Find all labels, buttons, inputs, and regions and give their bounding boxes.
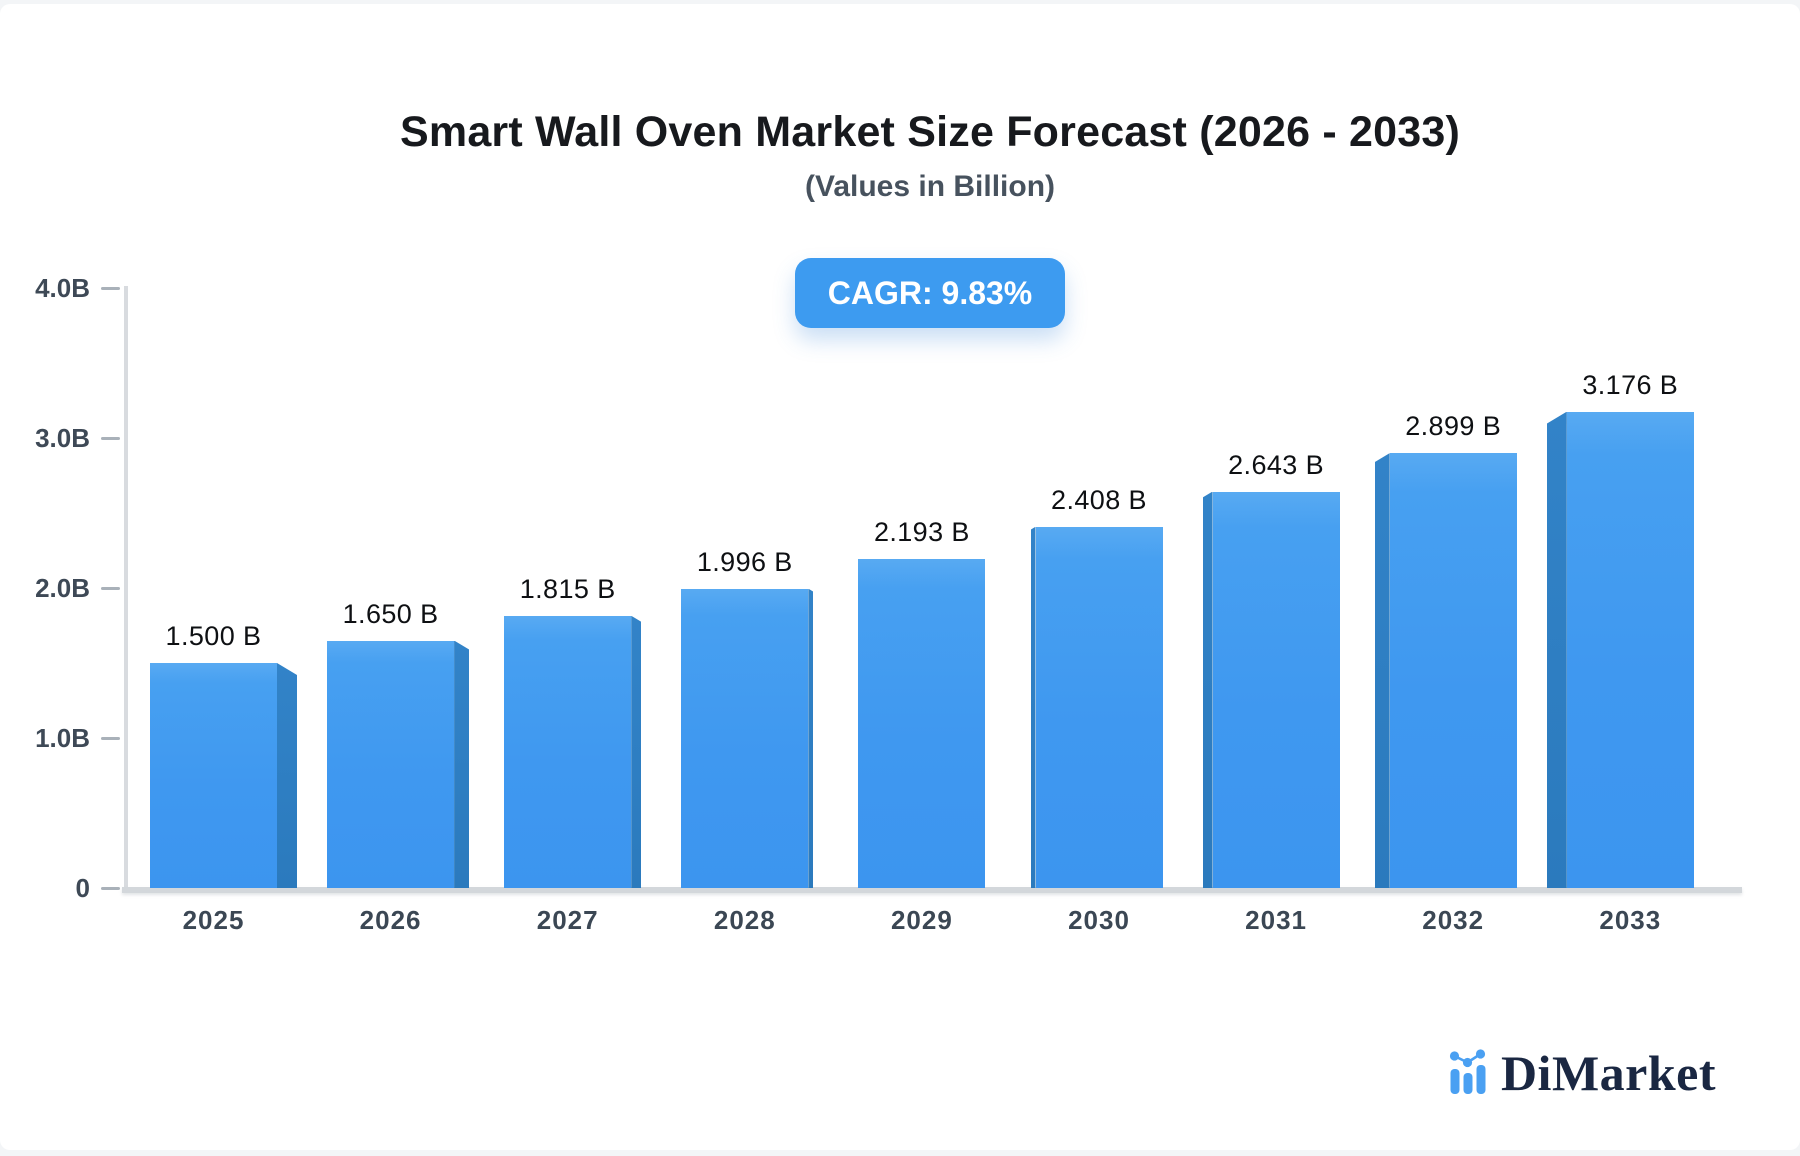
bar-value-label: 1.500 B [165,621,262,651]
bar-value-label: 2.899 B [1405,411,1502,442]
bar-side-face [1546,411,1567,888]
bar-front-face [1566,411,1694,888]
y-axis-tick-mark [101,437,120,440]
bar-value-label: 3.176 B [1582,369,1679,400]
bar-value-label: 1.815 B [519,573,616,604]
x-axis-label: 2026 [359,905,422,935]
y-axis-line [124,286,128,890]
bar-front-face [681,588,809,888]
bar-front-face [504,615,632,888]
cagr-badge: CAGR: 9.83% [60,258,1800,328]
chart-card: Smart Wall Oven Market Size Forecast (20… [0,4,1800,1150]
bar-chart-logo-icon [1449,1049,1486,1094]
bar-front-face [858,559,986,888]
bar-side-face [808,588,814,888]
y-axis-tick-label: 1.0B [35,723,90,753]
bar-side-face [631,615,642,888]
y-axis-tick-label: 0 [75,873,90,903]
y-axis-tick-label: 2.0B [35,573,90,603]
x-axis-label: 2029 [890,905,953,935]
chart-subtitle: (Values in Billion) [804,170,1056,203]
x-axis-label: 2033 [1599,905,1662,935]
x-axis-baseline [122,887,1742,893]
brand-logo: DiMarket [1449,1045,1716,1101]
bar-front-face [1389,453,1517,888]
x-axis-label: 2025 [182,905,245,935]
y-axis-tick-label: 3.0B [35,423,90,453]
chart-title: Smart Wall Oven Market Size Forecast (20… [400,108,1460,156]
x-axis-label: 2032 [1422,905,1485,935]
y-axis-tick-mark [101,887,120,890]
bar-front-face [1212,491,1340,888]
y-axis-tick-mark [101,737,120,740]
bar-side-face [1030,526,1036,888]
x-axis-label: 2027 [536,905,599,935]
bar-front-face [1035,526,1163,888]
bar-side-face [454,640,470,888]
bar-value-label: 2.193 B [873,517,970,548]
y-axis-tick-mark [101,587,120,590]
bar-value-label: 1.650 B [342,598,439,629]
bar-value-label: 2.643 B [1228,449,1325,480]
bar-front-face [327,640,455,888]
bar-side-face [277,663,297,888]
cagr-badge-label: CAGR: 9.83% [794,258,1066,328]
bar-side-face [1374,453,1390,888]
x-axis-label: 2028 [713,905,776,935]
bar-side-face [1202,491,1213,888]
x-axis-label: 2031 [1245,905,1308,935]
brand-name: DiMarket [1500,1045,1716,1101]
y-axis-tick-label: 4.0B [35,273,90,303]
bar-front-face [150,663,277,888]
y-axis-tick-mark [101,287,120,290]
x-axis-label: 2030 [1068,905,1130,935]
bar-value-label: 2.408 B [1051,484,1147,515]
bar-value-label: 1.996 B [696,546,793,577]
